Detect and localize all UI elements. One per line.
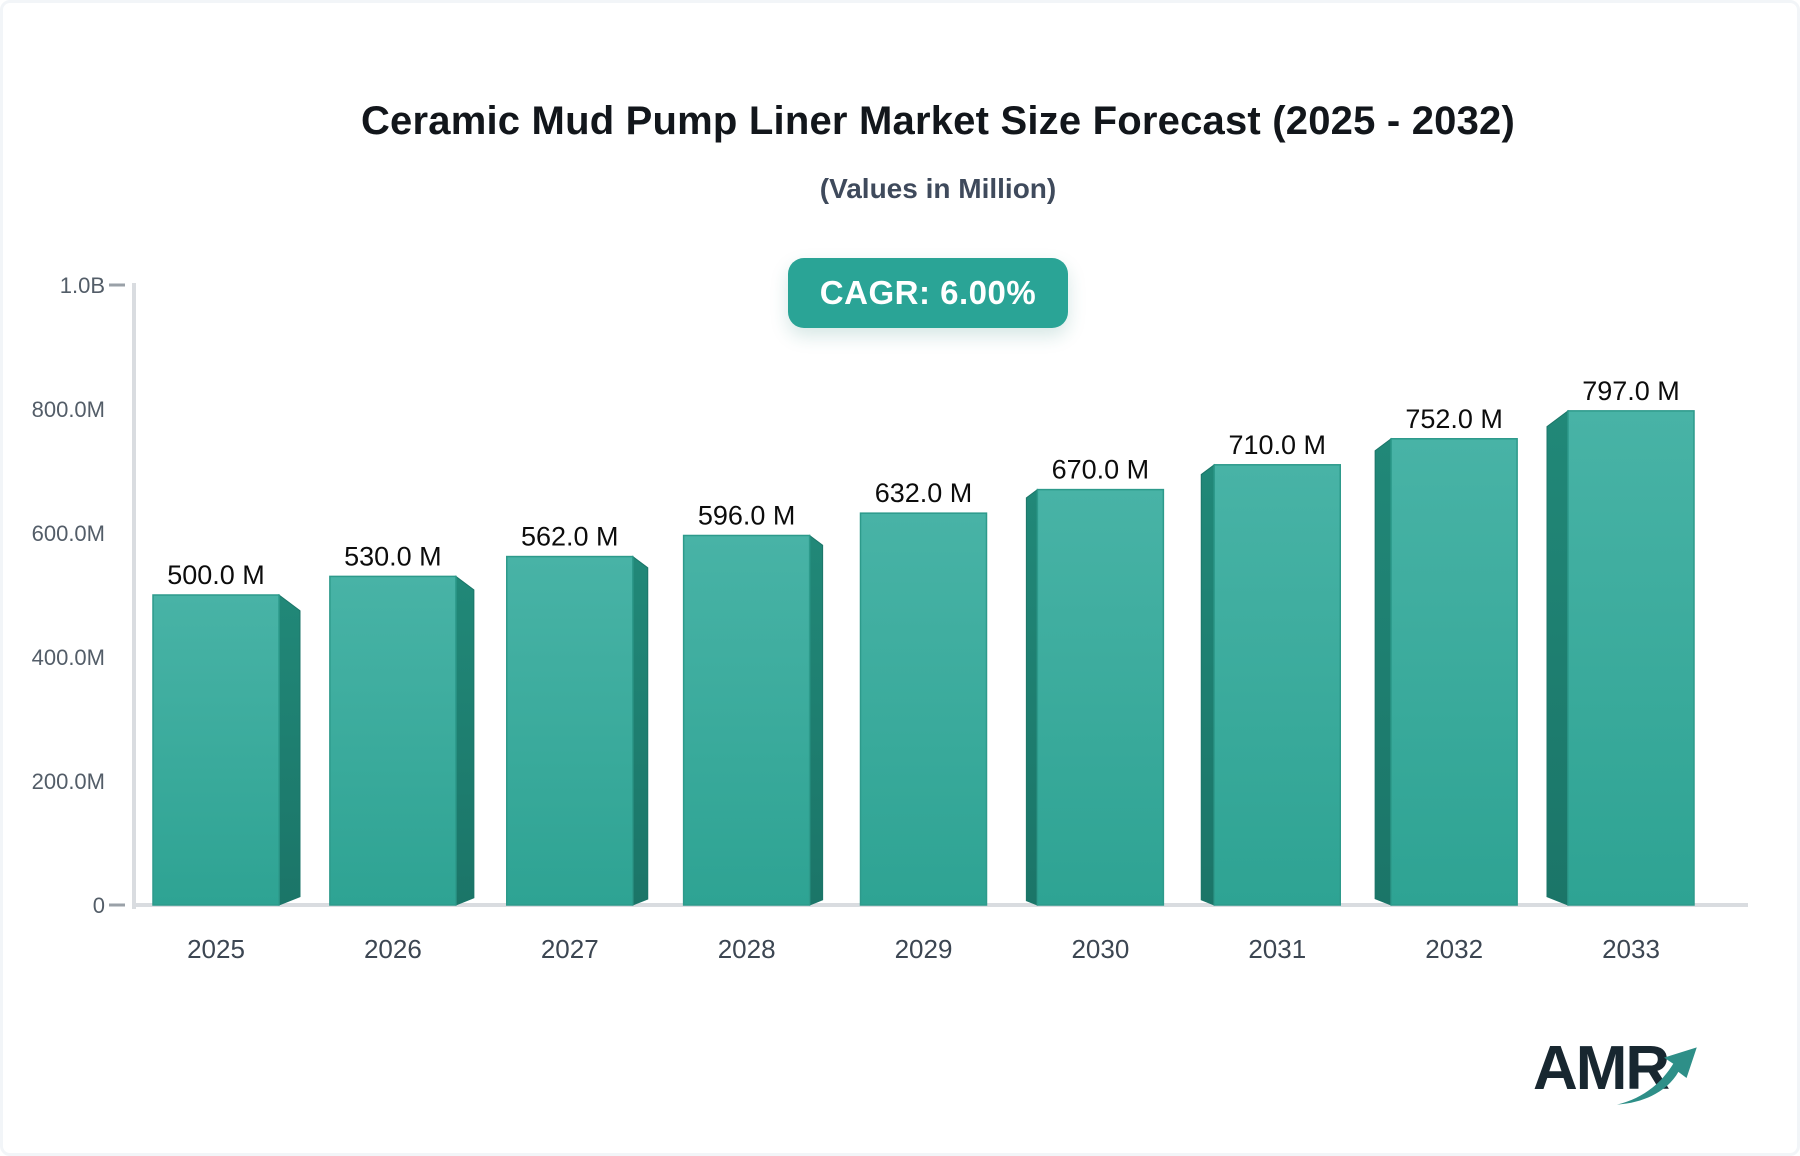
bar-value-label: 752.0 M: [1405, 404, 1503, 434]
y-tick-label: 0: [93, 893, 105, 918]
bar-2028[interactable]: [682, 534, 811, 906]
bar-chart: 1.0B 800.0M 600.0M 400.0M 200.0M 0 500.0 M 2025…: [32, 273, 1748, 964]
bar-value-label: 632.0 M: [875, 478, 973, 508]
logo-arrow-icon: [1617, 1047, 1697, 1105]
bar-side-2031: [1200, 463, 1215, 906]
bar-side-2027: [632, 555, 649, 906]
y-axis-line: [132, 283, 136, 909]
bar-2032[interactable]: [1390, 438, 1518, 906]
cagr-badge: CAGR: 6.00%: [788, 258, 1068, 328]
bar-2033[interactable]: [1567, 410, 1695, 906]
y-tick-dash: [109, 283, 125, 287]
chart-subtitle: (Values in Million): [819, 173, 1057, 204]
y-tick-dash: [109, 903, 125, 907]
cagr-badge-label: CAGR: 6.00%: [819, 274, 1037, 311]
bar-2026[interactable]: [329, 575, 457, 906]
bar-value-label: 500.0 M: [167, 560, 265, 590]
bar-value-label: 562.0 M: [521, 522, 619, 552]
bar-value-label: 596.0 M: [698, 500, 796, 530]
x-tick-label: 2027: [541, 934, 599, 964]
y-tick-label: 600.0M: [32, 521, 105, 546]
x-tick-label: 2033: [1602, 934, 1660, 964]
y-tick-label: 1.0B: [60, 273, 105, 298]
bar-side-2030: [1025, 488, 1038, 906]
bar-side-2033: [1546, 409, 1569, 906]
y-tick-label: 200.0M: [32, 769, 105, 794]
bar-value-label: 670.0 M: [1052, 455, 1150, 485]
x-tick-label: 2028: [718, 934, 776, 964]
bar-2025[interactable]: [152, 594, 280, 906]
bar-side-2026: [455, 575, 475, 906]
bar-value-label: 797.0 M: [1582, 376, 1680, 406]
bar-2030[interactable]: [1036, 488, 1165, 906]
x-tick-label: 2032: [1425, 934, 1483, 964]
x-tick-label: 2026: [364, 934, 422, 964]
y-tick-label: 400.0M: [32, 645, 105, 670]
bar-value-label: 710.0 M: [1228, 430, 1326, 460]
amr-logo: AMR: [1503, 1023, 1743, 1143]
x-tick-label: 2030: [1071, 934, 1129, 964]
bar-side-2028: [809, 534, 824, 906]
x-tick-label: 2029: [895, 934, 953, 964]
x-tick-label: 2031: [1248, 934, 1306, 964]
bar-side-2025: [278, 594, 301, 906]
y-tick-label: 800.0M: [32, 397, 105, 422]
bar-side-2032: [1374, 437, 1392, 906]
bar-2027[interactable]: [506, 555, 634, 906]
bar-2031[interactable]: [1213, 464, 1341, 906]
bar-2029[interactable]: [859, 512, 988, 906]
x-tick-label: 2025: [187, 934, 245, 964]
bar-value-label: 530.0 M: [344, 541, 442, 571]
chart-title: Ceramic Mud Pump Liner Market Size Forec…: [360, 99, 1516, 143]
